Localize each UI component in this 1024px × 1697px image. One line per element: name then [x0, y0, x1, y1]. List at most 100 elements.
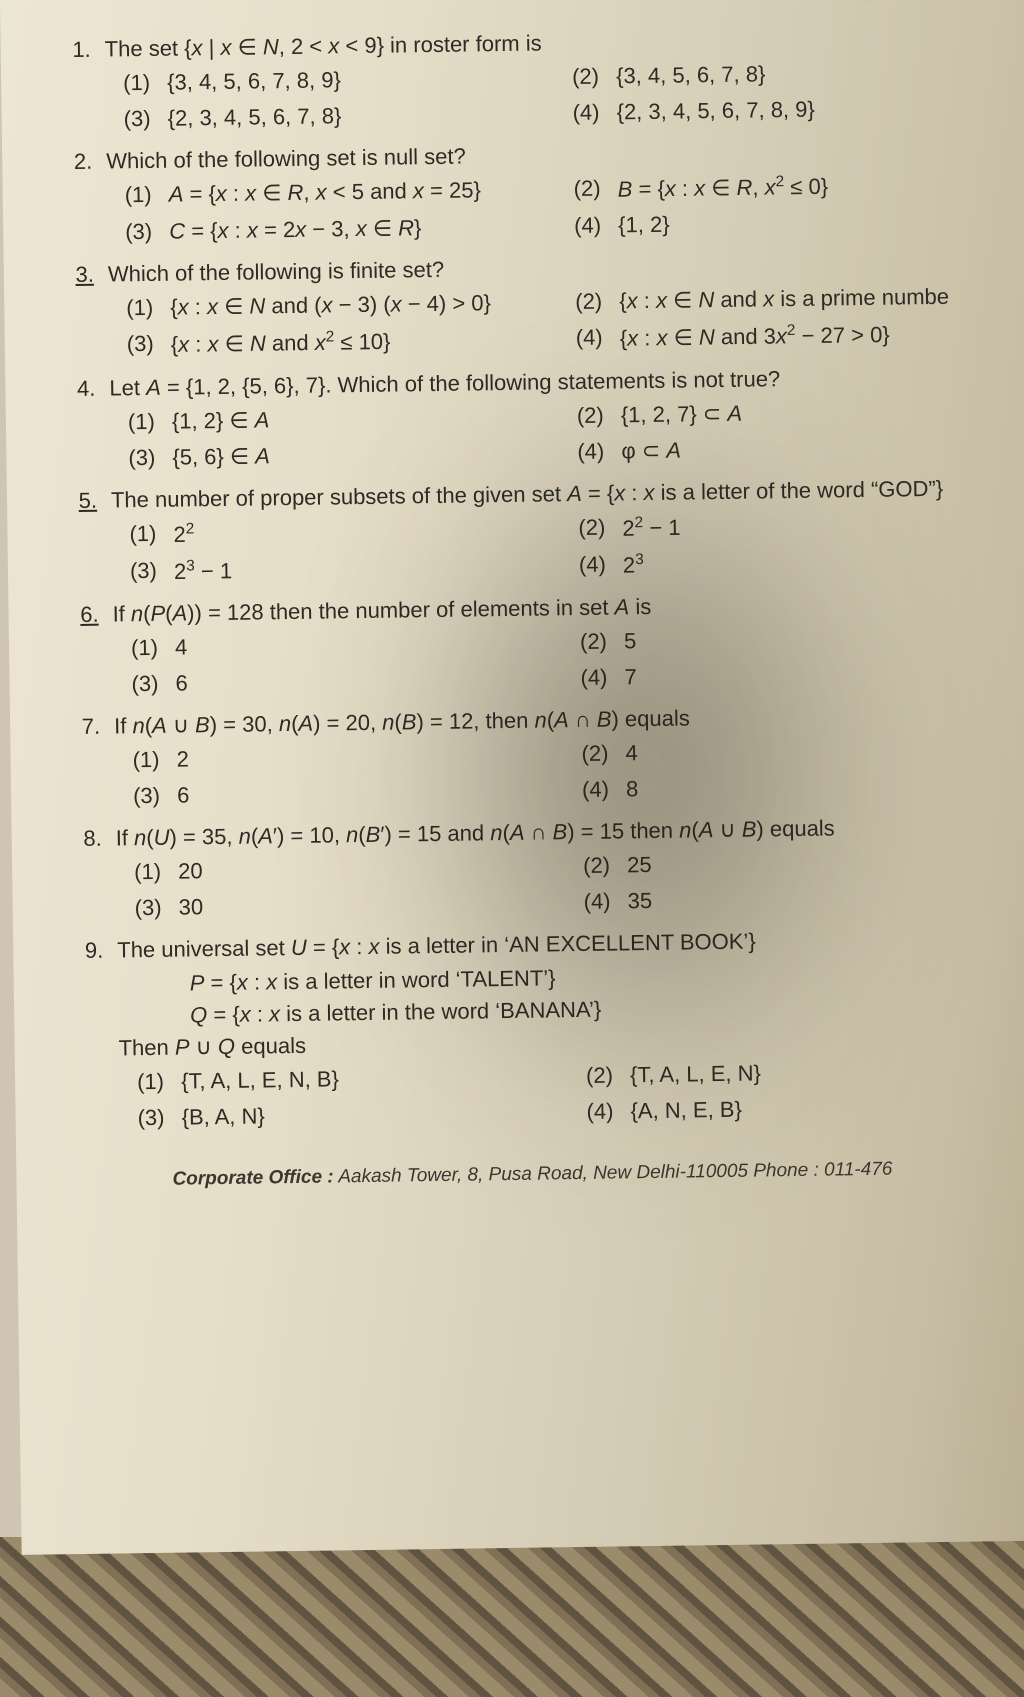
option-text: {x : x ∈ N and 3x2 − 27 > 0} [620, 319, 1017, 352]
option-number: (3) [125, 219, 169, 246]
option-text: 20 [178, 853, 575, 885]
option-number: (3) [128, 444, 172, 471]
option: (3){5, 6} ∈ A [128, 439, 569, 471]
option-text: 6 [177, 777, 574, 809]
option-number: (2) [572, 63, 616, 90]
option-number: (3) [123, 106, 167, 133]
option-text: {x : x ∈ N and (x − 3) (x − 4) > 0} [170, 289, 567, 321]
option: (2)B = {x : x ∈ R, x2 ≤ 0} [574, 170, 1015, 203]
option: (4)35 [583, 883, 1024, 915]
option: (3){B, A, N} [137, 1099, 578, 1131]
option-number: (1) [131, 635, 175, 662]
option-text: 22 − 1 [622, 508, 1019, 541]
option-number: (4) [586, 1099, 630, 1126]
question-number: 9. [83, 938, 120, 1142]
option: (3)30 [135, 889, 576, 921]
question-number: 5. [77, 487, 113, 596]
option-number: (1) [126, 295, 170, 322]
option-text: {T, A, L, E, N, B} [181, 1063, 578, 1095]
option: (2)25 [583, 847, 1024, 879]
option-number: (2) [577, 402, 621, 429]
question-body: Which of the following set is null set?(… [106, 136, 1015, 256]
question-text: Let A = {1, 2, {5, 6}, 7}. Which of the … [109, 362, 1017, 401]
option-text: {T, A, L, E, N} [630, 1057, 1024, 1089]
option: (2){1, 2, 7} ⊂ A [577, 396, 1018, 428]
question-text: The number of proper subsets of the give… [111, 474, 1019, 513]
option: (4)7 [580, 659, 1021, 691]
question-body: The universal set U = {x : x is a letter… [117, 925, 1024, 1142]
question-text: The universal set U = {x : x is a letter… [117, 925, 1024, 964]
option: (2)4 [581, 735, 1022, 767]
option: (4)8 [582, 771, 1023, 803]
question-number: 1. [71, 37, 106, 143]
question-number: 7. [80, 714, 115, 820]
question-body: Let A = {1, 2, {5, 6}, 7}. Which of the … [109, 362, 1018, 481]
option-text: 7 [624, 659, 1021, 691]
option-text: C = {x : x = 2x − 3, x ∈ R} [169, 213, 566, 245]
option: (1)4 [131, 629, 572, 661]
option-number: (1) [123, 70, 167, 97]
option: (1){x : x ∈ N and (x − 3) (x − 4) > 0} [126, 289, 567, 321]
option-text: {2, 3, 4, 5, 6, 7, 8, 9} [616, 94, 1013, 126]
option-text: {1, 2, 7} ⊂ A [621, 396, 1018, 428]
option-number: (1) [129, 520, 173, 548]
question: 6.If n(P(A)) = 128 then the number of el… [78, 589, 1021, 708]
question: 7.If n(A ∪ B) = 30, n(A) = 20, n(B) = 12… [80, 701, 1023, 820]
question: 1.The set {x | x ∈ N, 2 < x < 9} in rost… [71, 24, 1014, 143]
option-text: {1, 2} [618, 207, 1015, 239]
question-text: The set {x | x ∈ N, 2 < x < 9} in roster… [105, 24, 1013, 63]
question-subset: P = {x : x is a letter in word ‘TALENT’} [118, 959, 1024, 998]
option: (2){3, 4, 5, 6, 7, 8} [572, 58, 1013, 90]
question-text: If n(A ∪ B) = 30, n(A) = 20, n(B) = 12, … [114, 701, 1022, 740]
option: (3){x : x ∈ N and x2 ≤ 10} [127, 325, 568, 358]
option-text: 5 [624, 623, 1021, 655]
option-number: (4) [574, 213, 618, 240]
option-number: (4) [583, 889, 627, 916]
question: 3.Which of the following is finite set?(… [74, 249, 1017, 369]
options-grid: (1){T, A, L, E, N, B}(2){T, A, L, E, N}(… [119, 1057, 1024, 1132]
footer-line: Corporate Office : Aakash Tower, 8, Pusa… [86, 1157, 1024, 1192]
question-subset: Q = {x : x is a letter in the word ‘BANA… [118, 991, 1024, 1030]
option-text: 4 [175, 629, 572, 661]
questions-content: 1.The set {x | x ∈ N, 2 < x < 9} in rost… [70, 0, 1024, 1142]
question-number: 4. [75, 375, 110, 481]
option-text: {3, 4, 5, 6, 7, 8} [616, 58, 1013, 90]
question-body: If n(P(A)) = 128 then the number of elem… [112, 589, 1021, 708]
options-grid: (1)A = {x : x ∈ R, x < 5 and x = 25}(2)B… [107, 170, 1016, 246]
question: 8.If n(U) = 35, n(A′) = 10, n(B′) = 15 a… [82, 813, 1024, 932]
paper-page: OLUTION - A 1.The set {x | x ∈ N, 2 < x … [0, 0, 1024, 1555]
option-number: (4) [580, 665, 624, 692]
option-number: (4) [579, 551, 623, 579]
question-body: The set {x | x ∈ N, 2 < x < 9} in roster… [105, 24, 1014, 143]
question-number: 6. [78, 602, 113, 708]
question: 5.The number of proper subsets of the gi… [77, 474, 1020, 596]
option-number: (4) [576, 325, 620, 353]
option: (3)6 [133, 777, 574, 809]
option: (2){T, A, L, E, N} [586, 1057, 1024, 1089]
option-number: (3) [127, 331, 171, 359]
question-number: 3. [74, 262, 109, 370]
question-body: If n(U) = 35, n(A′) = 10, n(B′) = 15 and… [116, 813, 1024, 932]
option: (1)22 [129, 515, 570, 548]
option-number: (2) [586, 1063, 630, 1090]
option-number: (2) [578, 514, 622, 542]
option: (4){x : x ∈ N and 3x2 − 27 > 0} [576, 319, 1017, 352]
option-number: (3) [137, 1105, 181, 1132]
option-text: B = {x : x ∈ R, x2 ≤ 0} [618, 170, 1015, 203]
options-grid: (1)22(2)22 − 1(3)23 − 1(4)23 [111, 508, 1020, 585]
question: 9.The universal set U = {x : x is a lett… [83, 925, 1024, 1142]
question-body: If n(A ∪ B) = 30, n(A) = 20, n(B) = 12, … [114, 701, 1023, 820]
option: (1)20 [134, 853, 575, 885]
option-text: 22 [173, 515, 570, 548]
option: (1)A = {x : x ∈ R, x < 5 and x = 25} [125, 176, 566, 209]
option-number: (1) [128, 408, 172, 435]
options-grid: (1)4(2)5(3)6(4)7 [113, 623, 1022, 698]
question: 4.Let A = {1, 2, {5, 6}, 7}. Which of th… [75, 362, 1018, 481]
option-number: (1) [134, 859, 178, 886]
option-text: 23 − 1 [174, 552, 571, 585]
question-number: 2. [72, 149, 107, 257]
question-text: If n(P(A)) = 128 then the number of elem… [112, 589, 1020, 628]
question-number: 8. [82, 826, 117, 932]
option: (1){T, A, L, E, N, B} [137, 1063, 578, 1095]
option-text: {3, 4, 5, 6, 7, 8, 9} [167, 64, 564, 96]
